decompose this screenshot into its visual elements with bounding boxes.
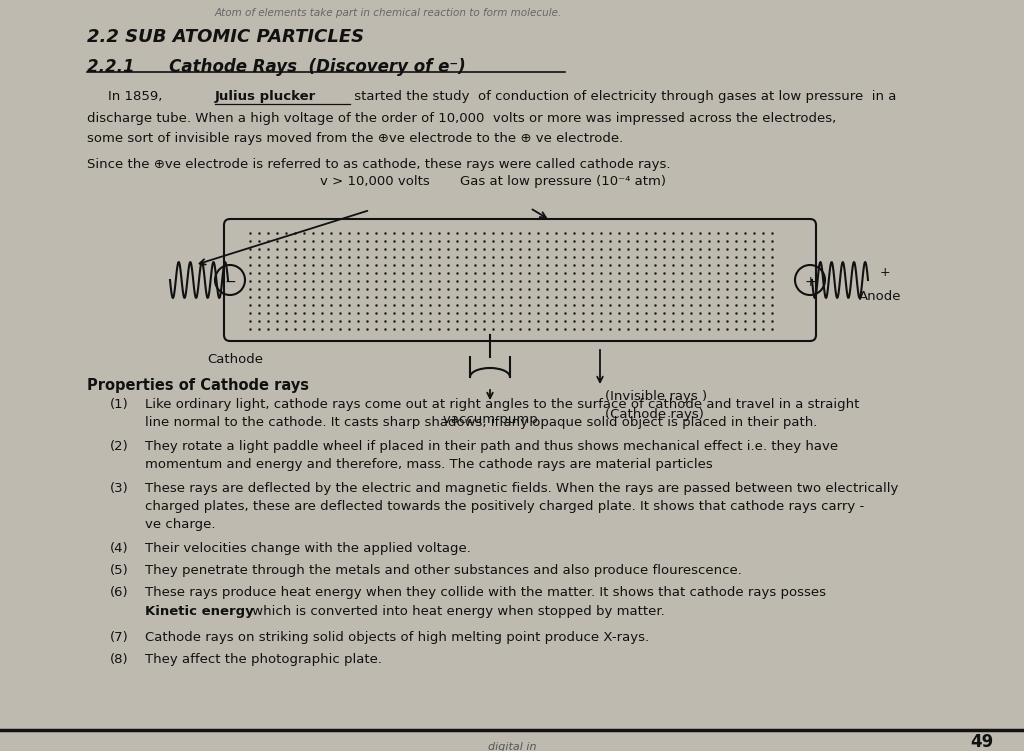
Text: line normal to the cathode. It casts sharp shadows, if any opaque solid object i: line normal to the cathode. It casts sha… [145,416,817,429]
Text: (Cathode rays): (Cathode rays) [605,408,703,421]
Text: These rays are deflected by the electric and magnetic fields. When the rays are : These rays are deflected by the electric… [145,482,898,495]
Text: Julius plucker: Julius plucker [215,90,316,103]
Text: Kinetic energy: Kinetic energy [145,605,254,618]
Text: −: − [224,275,236,289]
Text: They rotate a light paddle wheel if placed in their path and thus shows mechanic: They rotate a light paddle wheel if plac… [145,440,838,453]
Text: vaccum pump: vaccum pump [442,413,538,426]
Text: 2.2 SUB ATOMIC PARTICLES: 2.2 SUB ATOMIC PARTICLES [87,28,365,46]
Text: (6): (6) [110,586,129,599]
Text: +: + [804,275,816,289]
Text: charged plates, these are deflected towards the positively charged plate. It sho: charged plates, these are deflected towa… [145,500,864,513]
Text: (Invisible rays ): (Invisible rays ) [605,390,708,403]
Text: Since the ⊕ve electrode is referred to as cathode, these rays were called cathod: Since the ⊕ve electrode is referred to a… [87,158,671,171]
Text: Like ordinary light, cathode rays come out at right angles to the surface of cat: Like ordinary light, cathode rays come o… [145,398,859,411]
Text: some sort of invisible rays moved from the ⊕ve electrode to the ⊕ ve electrode.: some sort of invisible rays moved from t… [87,132,624,145]
Text: which is converted into heat energy when stopped by matter.: which is converted into heat energy when… [248,605,665,618]
Text: 2.2.1      Cathode Rays  (Discovery of e⁻): 2.2.1 Cathode Rays (Discovery of e⁻) [87,58,466,76]
Text: (5): (5) [110,564,129,577]
Text: (8): (8) [110,653,129,666]
Text: started the study  of conduction of electricity through gases at low pressure  i: started the study of conduction of elect… [350,90,896,103]
Text: +: + [880,266,890,279]
Text: Cathode rays on striking solid objects of high melting point produce X-rays.: Cathode rays on striking solid objects o… [145,631,649,644]
Text: (3): (3) [110,482,129,495]
Text: They affect the photographic plate.: They affect the photographic plate. [145,653,382,666]
Text: Cathode: Cathode [207,353,263,366]
Text: discharge tube. When a high voltage of the order of 10,000  volts or more was im: discharge tube. When a high voltage of t… [87,112,837,125]
Text: In 1859,: In 1859, [108,90,166,103]
Text: (4): (4) [110,542,129,555]
Text: ve charge.: ve charge. [145,518,215,531]
Text: digital in: digital in [487,742,537,751]
Text: (1): (1) [110,398,129,411]
Text: These rays produce heat energy when they collide with the matter. It shows that : These rays produce heat energy when they… [145,586,826,599]
Text: (2): (2) [110,440,129,453]
Text: 49: 49 [970,733,993,751]
Text: Anode: Anode [859,290,901,303]
Text: Properties of Cathode rays: Properties of Cathode rays [87,378,309,393]
Text: Gas at low pressure (10⁻⁴ atm): Gas at low pressure (10⁻⁴ atm) [460,175,666,188]
Text: Atom of elements take part in chemical reaction to form molecule.: Atom of elements take part in chemical r… [215,8,562,18]
Text: They penetrate through the metals and other substances and also produce flouresc: They penetrate through the metals and ot… [145,564,741,577]
Text: (7): (7) [110,631,129,644]
Text: momentum and energy and therefore, mass. The cathode rays are material particles: momentum and energy and therefore, mass.… [145,458,713,471]
Text: v > 10,000 volts: v > 10,000 volts [319,175,430,188]
Text: Their velocities change with the applied voltage.: Their velocities change with the applied… [145,542,471,555]
